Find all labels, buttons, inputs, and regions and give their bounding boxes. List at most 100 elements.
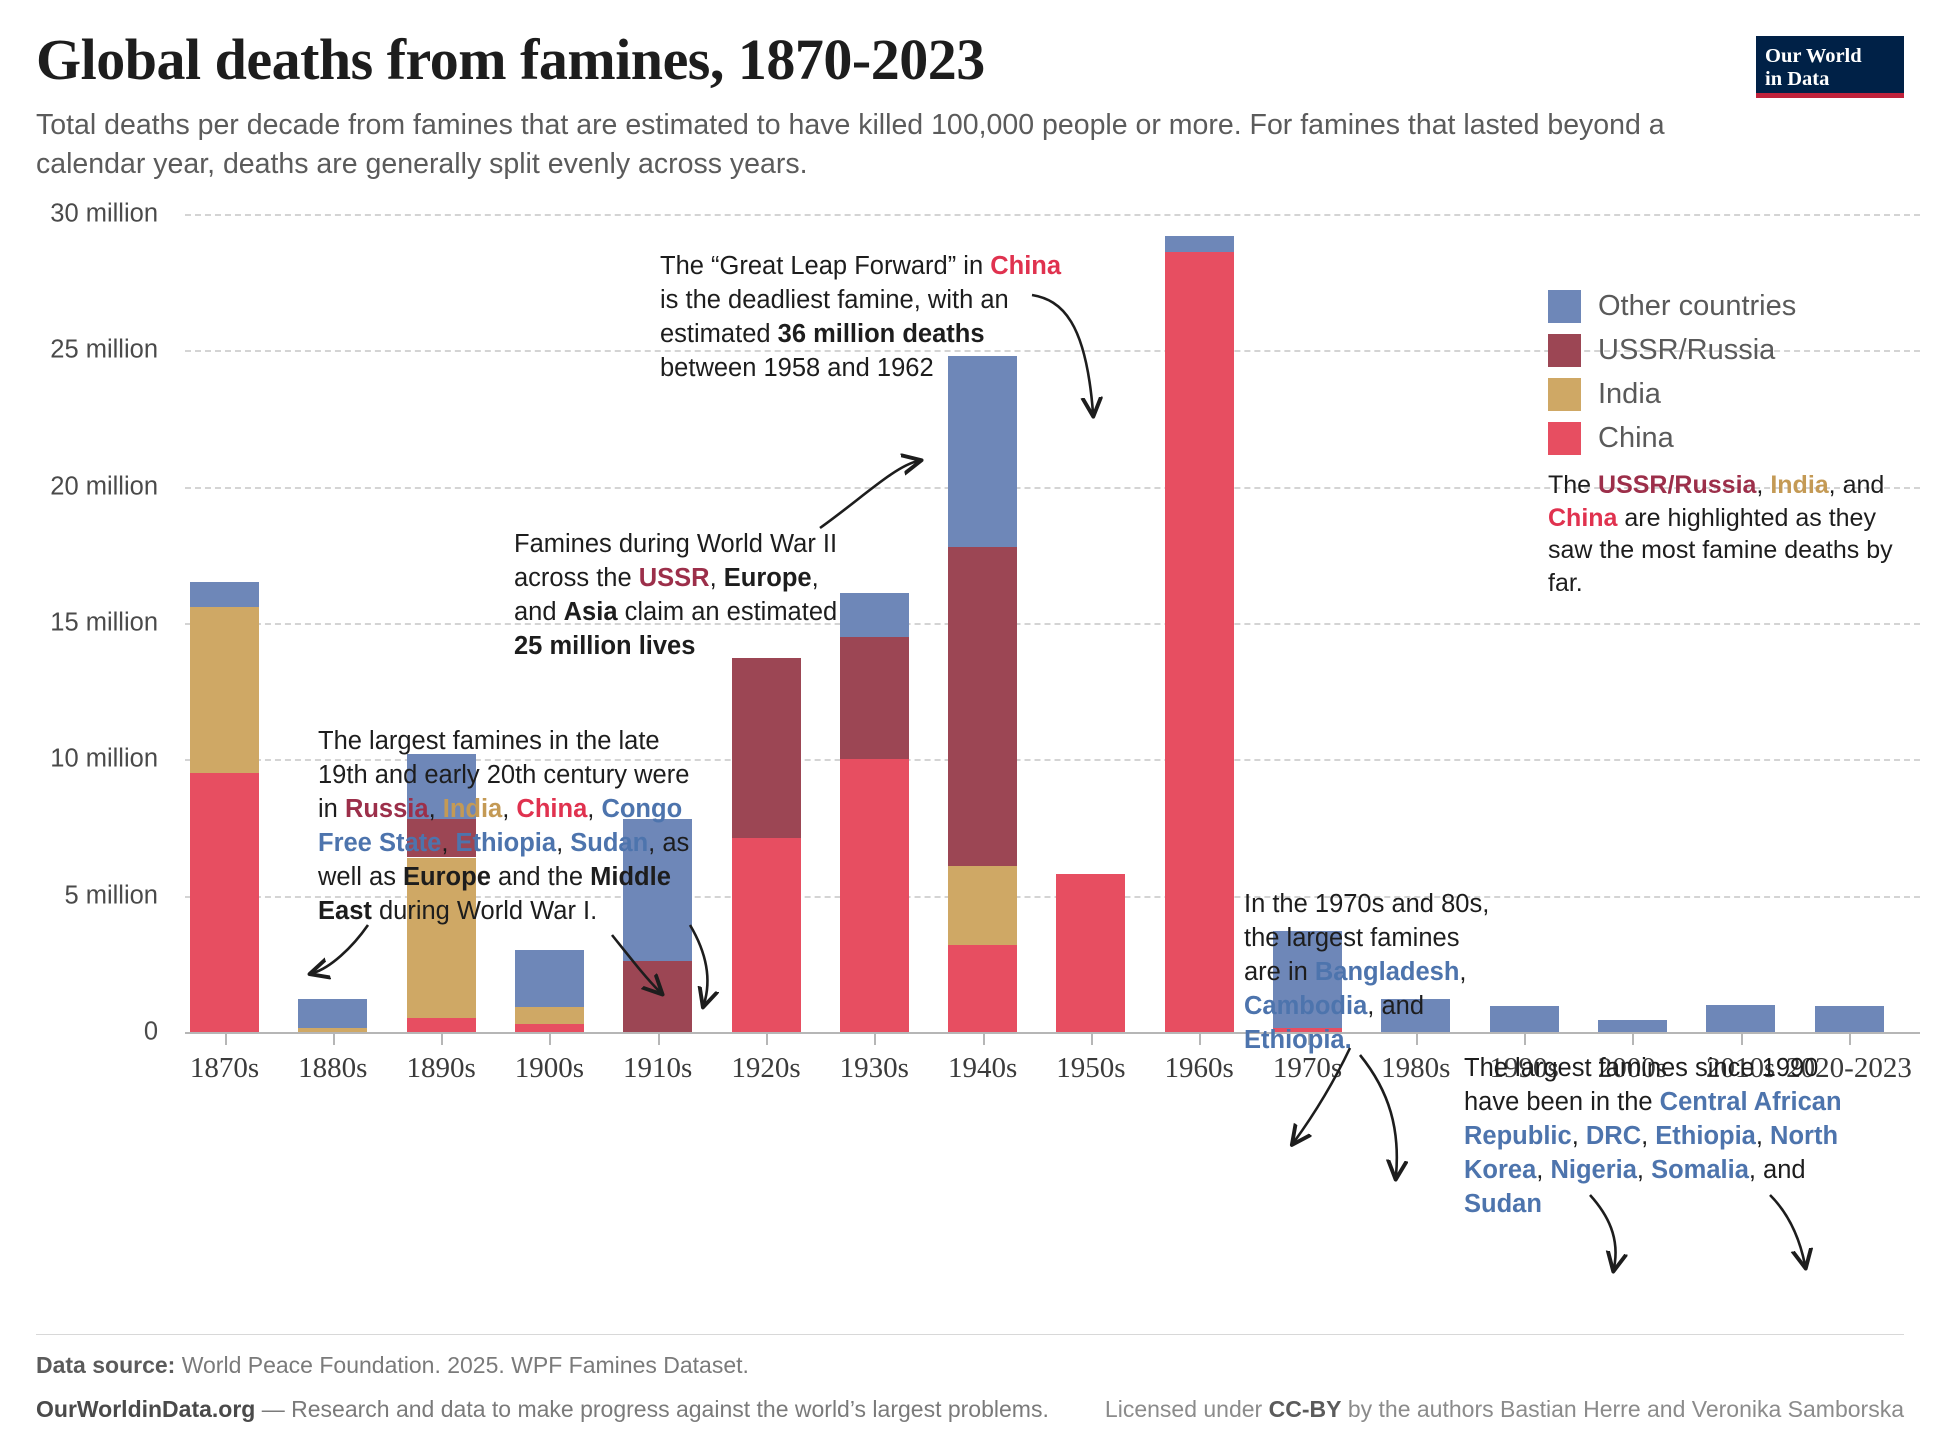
- bar-2010s[interactable]: [1706, 1004, 1776, 1032]
- bar-1930s[interactable]: [839, 593, 909, 1032]
- x-axis-tick-mark-2000s: [1632, 1032, 1635, 1045]
- legend-note-india: India: [1770, 471, 1829, 499]
- bar-segment-india: [190, 606, 259, 773]
- x-axis-label-1920s: 1920s: [731, 1052, 801, 1084]
- late19-l3a: in: [318, 794, 345, 823]
- annotation-world-war-2: Famines during World War II across the U…: [514, 528, 874, 664]
- bar-segment-other: [1273, 931, 1342, 1028]
- ww2-l2d: Europe: [723, 563, 812, 592]
- bar-2000s[interactable]: [1597, 1019, 1667, 1032]
- since1990-l1: The largest famines since 1990: [1464, 1054, 1819, 1082]
- legend-swatch-china-icon: [1548, 422, 1581, 455]
- bar-1960s[interactable]: [1164, 235, 1234, 1032]
- bar-1940s[interactable]: [948, 355, 1018, 1032]
- y-axis-tick-10: 10 million: [50, 744, 158, 773]
- annotation-late-19th-century: The largest famines in the late 19th and…: [318, 725, 728, 928]
- bar-1950s[interactable]: [1056, 873, 1126, 1032]
- glf-l3b: 36 million deaths: [777, 319, 985, 348]
- bar-segment-other: [406, 753, 476, 820]
- ww2-l3c: claim an estimated: [617, 597, 838, 626]
- late19-l4a: Free State: [318, 828, 442, 857]
- seventies-l4b: , and: [1367, 991, 1424, 1020]
- late19-l3e: ,: [502, 794, 517, 823]
- footer-divider: [36, 1334, 1904, 1335]
- since1990-l4f: , and: [1748, 1155, 1806, 1184]
- bar-segment-ussr: [948, 546, 1018, 866]
- x-axis-label-1890s: 1890s: [406, 1052, 476, 1084]
- bar-1870s[interactable]: [190, 582, 259, 1032]
- legend-swatch-ussr-icon: [1548, 334, 1581, 367]
- late19-l3c: ,: [428, 794, 443, 823]
- x-axis-tick-mark-1990s: [1524, 1032, 1527, 1045]
- x-axis-tick-mark-1910s: [657, 1032, 660, 1045]
- bar-1970s[interactable]: [1273, 931, 1342, 1032]
- ww2-l2e: ,: [811, 563, 819, 592]
- bar-segment-other: [1706, 1004, 1776, 1032]
- footer-license-post: by the authors Bastian Herre and Veronik…: [1341, 1396, 1904, 1422]
- legend-note-suffix: are highlighted as they saw the most fam…: [1548, 503, 1893, 597]
- footer-owid-link[interactable]: OurWorldinData.org — Research and data t…: [36, 1396, 1049, 1423]
- since1990-l3f: ,: [1755, 1121, 1771, 1150]
- x-axis-label-2010s: 2010s: [1706, 1052, 1776, 1084]
- x-axis-tick-mark-1940s: [982, 1032, 985, 1045]
- bar-1980s[interactable]: [1381, 999, 1451, 1032]
- our-world-in-data-logo[interactable]: Our World in Data: [1756, 36, 1904, 98]
- gridline-0: [185, 1032, 1920, 1034]
- annotation-1970s-80s: In the 1970s and 80s, the largest famine…: [1244, 888, 1534, 1058]
- bar-segment-china: [1273, 1027, 1342, 1032]
- x-axis-tick-mark-1980s: [1415, 1032, 1418, 1045]
- late19-l5d: Middle: [590, 862, 671, 891]
- x-axis-label-1880s: 1880s: [298, 1052, 368, 1084]
- logo-line-1: Our World: [1765, 45, 1862, 67]
- bar-1880s[interactable]: [298, 999, 368, 1032]
- legend-item-ussr[interactable]: USSR/Russia: [1548, 334, 1908, 367]
- gridline-30: [185, 214, 1920, 216]
- bar-segment-other: [1814, 1006, 1884, 1032]
- bar-segment-china: [839, 759, 909, 1032]
- bar-1920s[interactable]: [731, 658, 801, 1032]
- x-axis-label-1910s: 1910s: [623, 1052, 693, 1084]
- legend-swatch-other-icon: [1548, 290, 1581, 323]
- seventies-l3b: Bangladesh: [1314, 957, 1460, 986]
- since1990-l2a: have been in the: [1464, 1087, 1660, 1116]
- bar-segment-ussr: [731, 658, 801, 839]
- late19-l4c: Ethiopia: [455, 828, 557, 857]
- x-axis-label-1950s: 1950s: [1056, 1052, 1126, 1084]
- y-axis-tick-0: 0: [143, 1017, 158, 1046]
- legend-note-mid2: , and: [1828, 471, 1885, 499]
- x-axis-label-1960s: 1960s: [1164, 1052, 1234, 1084]
- x-axis-label-1990s: 1990s: [1489, 1052, 1559, 1084]
- x-axis-tick-mark-1870s: [224, 1032, 227, 1045]
- bar-2020-2023[interactable]: [1814, 1006, 1884, 1032]
- legend-item-other[interactable]: Other countries: [1548, 290, 1908, 323]
- late19-l6b: during World War I.: [371, 896, 598, 925]
- glf-l4: between 1958 and 1962: [660, 353, 934, 382]
- bar-segment-ussr: [839, 636, 909, 760]
- legend-item-china[interactable]: China: [1548, 422, 1908, 455]
- glf-l2: is the deadliest famine, with an: [660, 285, 1009, 314]
- chart-header: Global deaths from famines, 1870-2023 To…: [36, 28, 1736, 183]
- bar-segment-other: [514, 950, 584, 1008]
- since1990-l4e: Somalia: [1651, 1155, 1749, 1184]
- ww2-l3b: Asia: [563, 597, 618, 626]
- bar-segment-other: [190, 582, 259, 607]
- since1990-l4d: ,: [1636, 1155, 1652, 1184]
- bar-1990s[interactable]: [1489, 1006, 1559, 1032]
- since1990-l2b: Central African: [1659, 1087, 1842, 1116]
- ww2-l2a: across the: [514, 563, 639, 592]
- legend-note: The USSR/Russia, India, and China are hi…: [1548, 469, 1908, 599]
- seventies-l1: In the 1970s and 80s,: [1244, 890, 1490, 918]
- bar-1890s[interactable]: [406, 753, 476, 1032]
- late19-l3h: Congo: [601, 794, 683, 823]
- footer-license: Licensed under CC-BY by the authors Bast…: [1105, 1396, 1904, 1423]
- bar-1900s[interactable]: [514, 950, 584, 1032]
- x-axis-label-1930s: 1930s: [839, 1052, 909, 1084]
- glf-l1a: The “Great Leap Forward” in: [660, 252, 991, 280]
- glf-l1b: China: [990, 252, 1062, 280]
- chart-legend: Other countries USSR/Russia India China …: [1548, 290, 1908, 599]
- legend-item-india[interactable]: India: [1548, 378, 1908, 411]
- legend-label-other: Other countries: [1598, 290, 1797, 322]
- gridline-15: [185, 623, 1920, 625]
- x-axis-tick-mark-1970s: [1307, 1032, 1310, 1045]
- seventies-l2: the largest famines: [1244, 923, 1460, 952]
